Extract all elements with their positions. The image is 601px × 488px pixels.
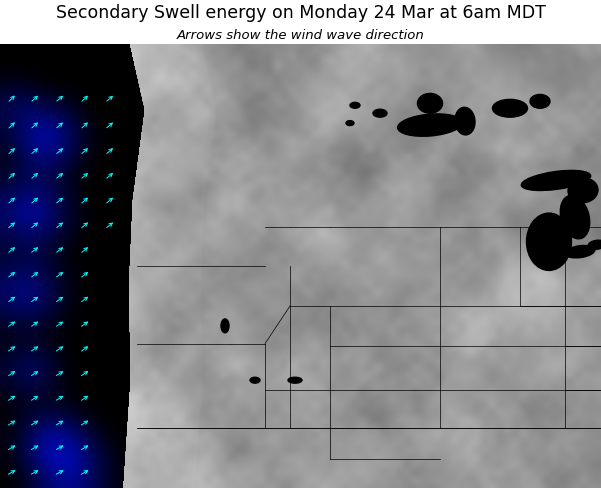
Ellipse shape: [521, 171, 591, 191]
Ellipse shape: [250, 378, 260, 384]
Ellipse shape: [398, 115, 462, 137]
Ellipse shape: [530, 95, 550, 109]
Ellipse shape: [373, 110, 387, 118]
Text: Secondary Swell energy on Monday 24 Mar at 6am MDT: Secondary Swell energy on Monday 24 Mar …: [55, 4, 546, 22]
Ellipse shape: [350, 103, 360, 109]
Ellipse shape: [455, 108, 475, 136]
Ellipse shape: [565, 246, 595, 258]
Ellipse shape: [588, 241, 601, 250]
Ellipse shape: [568, 179, 598, 203]
Text: Arrows show the wind wave direction: Arrows show the wind wave direction: [177, 28, 424, 41]
Ellipse shape: [346, 122, 354, 126]
Ellipse shape: [288, 378, 302, 384]
Ellipse shape: [418, 94, 442, 114]
Ellipse shape: [560, 196, 590, 239]
Ellipse shape: [492, 100, 528, 118]
Ellipse shape: [221, 319, 229, 333]
Ellipse shape: [526, 214, 572, 271]
